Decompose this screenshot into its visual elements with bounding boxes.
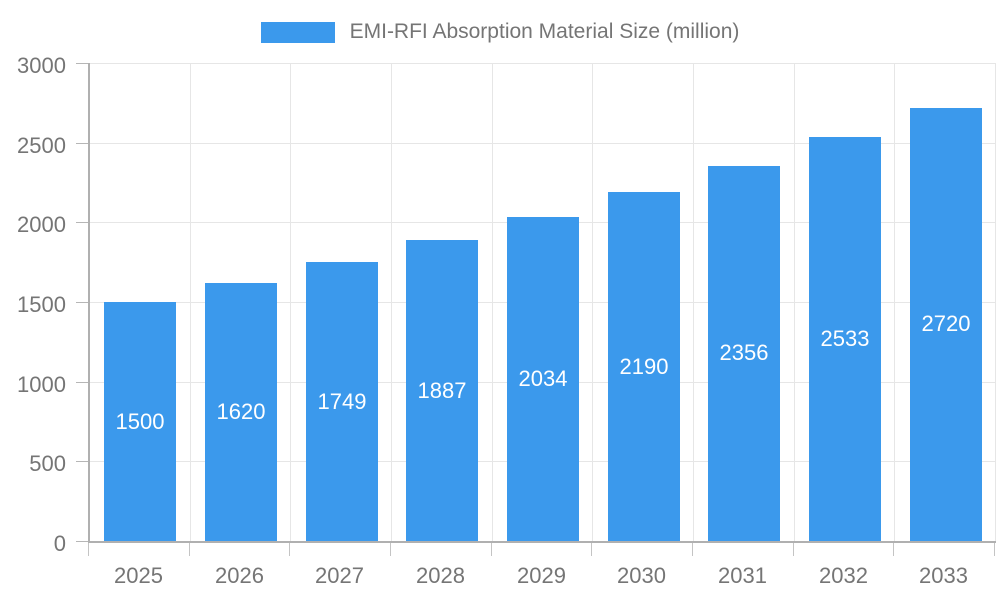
gridline-vertical [794,63,795,541]
gridline-horizontal [90,142,996,144]
gridline-vertical [290,63,291,541]
bar-value-label: 1887 [417,377,467,403]
x-axis-tick [692,543,693,556]
x-axis-tick [189,543,190,556]
bar-value-label: 1749 [317,388,367,414]
gridline-vertical [995,63,996,541]
bar-value-label: 2356 [719,340,769,366]
y-tick-label: 2500 [17,132,66,158]
bar[interactable]: 2533 [809,137,881,541]
bar[interactable]: 2034 [507,216,579,541]
bar-value-label: 2533 [820,326,870,352]
x-axis-tick [793,543,794,556]
bar-value-label: 1500 [115,408,165,434]
x-tick-label: 2032 [819,563,868,588]
x-tick-label: 2029 [517,563,566,588]
legend-label: EMI-RFI Absorption Material Size (millio… [349,20,740,43]
x-axis-tick [893,543,894,556]
x-axis-tick [88,543,89,556]
bar-value-label: 2720 [921,311,971,337]
legend-swatch [260,21,335,43]
gridline-vertical [190,63,191,541]
bar[interactable]: 1620 [205,282,277,541]
x-axis-tick [591,543,592,556]
gridline-vertical [894,63,895,541]
bar-value-label: 2034 [518,365,568,391]
bar[interactable]: 2356 [708,165,780,541]
x-axis-tick [994,543,995,556]
y-axis-tick [76,142,88,144]
y-tick-label: 1500 [17,292,66,317]
y-tick-label: 3000 [17,53,66,78]
x-tick-label: 2033 [919,563,968,588]
y-tick-label: 2000 [17,212,66,238]
y-tick-label: 500 [29,451,66,477]
gridline-vertical [492,63,493,541]
x-tick-label: 2027 [315,563,364,588]
bar[interactable]: 1887 [406,240,478,541]
x-tick-label: 2031 [718,563,767,588]
y-axis-tick [76,381,88,383]
bar[interactable]: 1749 [306,262,378,541]
gridline-vertical [592,63,593,541]
y-tick-label: 1000 [17,371,66,397]
x-axis-tick [491,543,492,556]
x-axis-tick [390,543,391,556]
x-tick-label: 2025 [114,563,163,588]
x-axis-tick [289,543,290,556]
y-axis-tick [76,222,88,224]
x-tick-label: 2026 [215,563,264,588]
y-axis-tick [76,541,88,542]
bar-value-label: 2190 [619,353,669,379]
y-axis-tick [76,63,88,64]
gridline-horizontal [90,63,996,64]
bar[interactable]: 2720 [910,107,982,541]
y-axis-tick [76,461,88,463]
chart-legend[interactable]: EMI-RFI Absorption Material Size (millio… [0,12,1000,52]
plot-area: 1500 1620 1749 1887 2034 2190 2356 2533 2720 [88,63,996,543]
gridline-vertical [693,63,694,541]
bar[interactable]: 2190 [608,192,680,541]
x-tick-label: 2030 [617,563,666,588]
y-axis-tick [76,302,88,303]
gridline-vertical [391,63,392,541]
bar-value-label: 1620 [216,398,266,424]
bar[interactable]: 1500 [104,302,176,541]
y-tick-label: 0 [53,531,66,556]
x-tick-label: 2028 [416,563,465,588]
